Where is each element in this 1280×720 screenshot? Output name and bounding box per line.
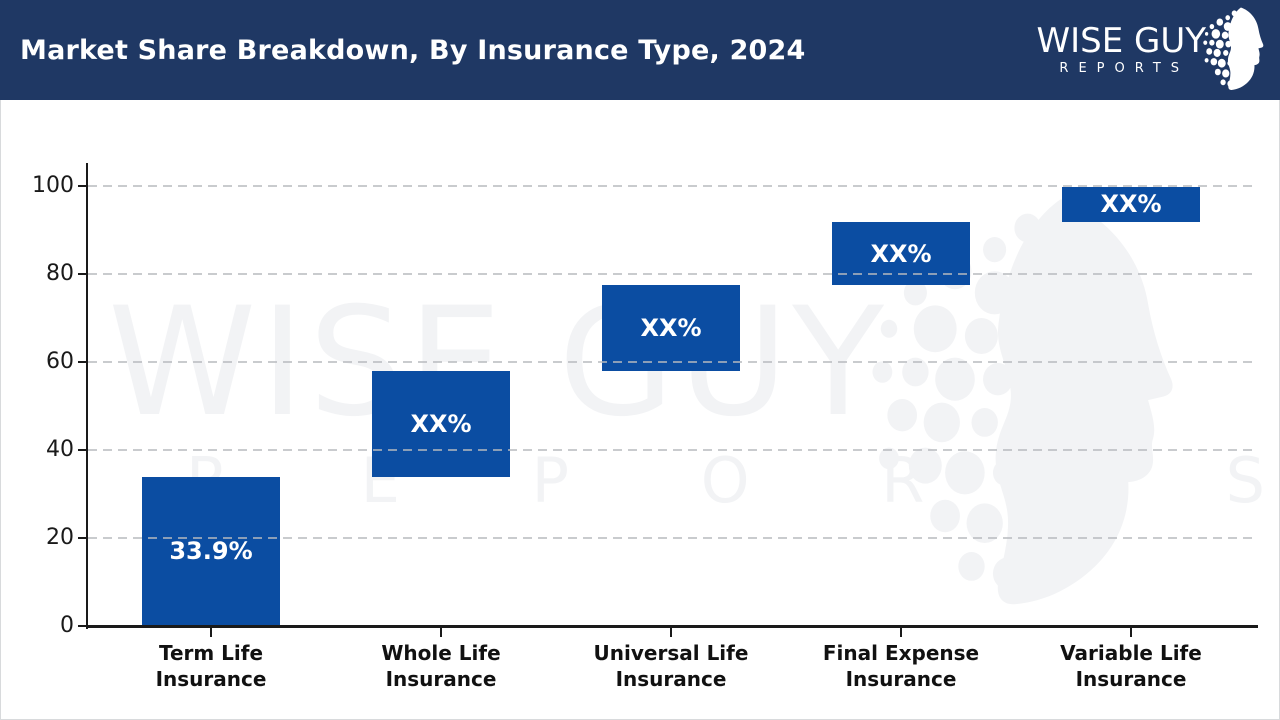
y-axis-line [86,163,88,629]
gridline-80 [88,273,1258,275]
wiseguy-head-icon [1203,7,1264,90]
x-tick-4 [900,628,902,637]
x-tick-3 [670,628,672,637]
y-tick-80 [78,273,88,275]
category-label-4: Final Expense Insurance [822,641,980,691]
bar-segment-5: XX% [1062,186,1200,222]
bar-value-label: XX% [640,314,702,343]
y-tick-0 [78,625,88,627]
gridline-60 [88,361,1258,363]
category-label-1: Term Life Insurance [155,641,267,691]
y-tick-label-40: 40 [46,437,74,462]
bar-value-label: XX% [870,239,932,268]
gridline-40 [88,449,1258,451]
y-tick-label-60: 60 [46,349,74,374]
brand-logo: WISE GUY REPORTS [1036,6,1266,94]
category-label-5: Variable Life Insurance [1060,641,1202,691]
brand-logo-text: WISE GUY REPORTS [1036,24,1206,76]
brand-name: WISE GUY [1036,21,1206,61]
y-tick-100 [78,185,88,187]
header-bar: Market Share Breakdown, By Insurance Typ… [0,0,1280,100]
y-tick-label-20: 20 [46,525,74,550]
y-tick-label-100: 100 [32,173,74,198]
y-tick-label-80: 80 [46,261,74,286]
bar-segment-4: XX% [832,221,970,286]
bar-segment-3: XX% [602,285,740,371]
x-tick-2 [440,628,442,637]
x-tick-5 [1130,628,1132,637]
bar-value-label: XX% [410,409,472,438]
category-label-3: Universal Life Insurance [593,641,749,691]
x-tick-1 [210,628,212,637]
bar-segment-1: 33.9% [142,476,280,626]
bar-segment-2: XX% [372,370,510,477]
y-tick-20 [78,537,88,539]
brand-subname: REPORTS [1059,61,1190,76]
y-tick-40 [78,449,88,451]
gridline-100 [88,185,1258,187]
gridline-20 [88,537,1258,539]
x-axis-line [86,625,1258,628]
bar-value-label: 33.9% [169,537,253,566]
y-tick-60 [78,361,88,363]
bar-value-label: XX% [1100,190,1162,219]
page-title: Market Share Breakdown, By Insurance Typ… [20,34,806,66]
category-label-2: Whole Life Insurance [381,641,501,691]
y-tick-label-0: 0 [60,613,74,638]
